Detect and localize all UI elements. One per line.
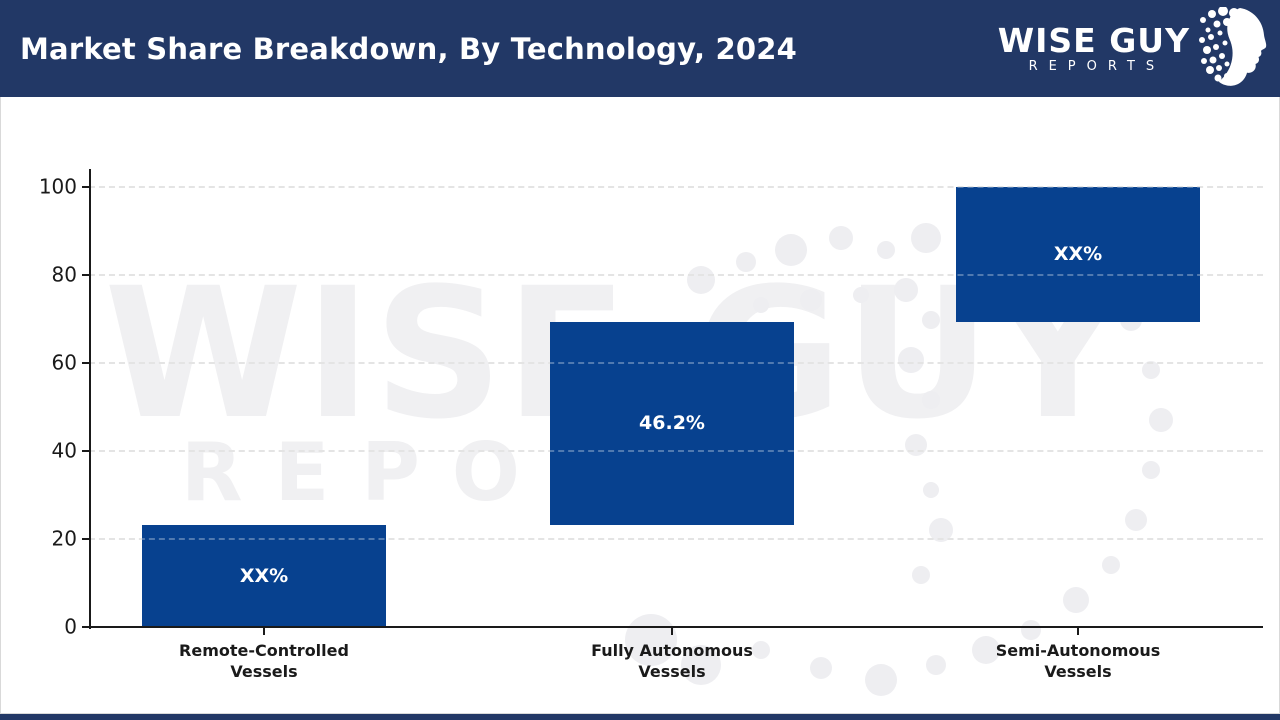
y-tick-label: 0 [64, 614, 77, 639]
logo-text: WISE GUY REPORTS [998, 24, 1190, 74]
logo-subtitle: REPORTS [1028, 58, 1166, 74]
footer-bar [0, 714, 1280, 720]
gridline [89, 538, 1263, 540]
x-axis-line [89, 626, 1263, 628]
gridline-overlay [89, 186, 1263, 188]
y-tick-label: 20 [51, 526, 77, 551]
gridline [89, 274, 1263, 276]
y-tick-label: 60 [51, 350, 77, 375]
bar [956, 187, 1200, 322]
x-category-label: Remote-Controlled Vessels [179, 641, 349, 681]
chart-canvas: WISE GUY REPORTS [0, 97, 1280, 714]
x-category-label: Fully Autonomous Vessels [591, 641, 753, 681]
logo-name: WISE GUY [997, 21, 1190, 61]
y-tick-label: 100 [38, 174, 77, 199]
gridline-overlay [89, 538, 1263, 540]
gridline-overlay [89, 362, 1263, 364]
y-tick-mark [82, 450, 89, 452]
bar-value-label: XX% [1053, 243, 1103, 266]
y-tick-mark [82, 362, 89, 364]
y-tick-mark [82, 274, 89, 276]
bar-value-label: 46.2% [639, 412, 705, 435]
x-tick-mark [671, 628, 673, 635]
y-tick-label: 80 [51, 262, 77, 287]
bar [142, 524, 386, 627]
plot-region: XX% 46.2% XX% 0 20 40 60 80 100 Remote-Controlled… [1, 97, 1280, 714]
y-tick-label: 40 [51, 438, 77, 463]
gridline-overlay [89, 274, 1263, 276]
face-profile-dots-icon [1199, 7, 1267, 86]
x-category-label: Semi-Autonomous Vessels [995, 641, 1161, 681]
bar-value-label: XX% [239, 564, 289, 587]
page-title: Market Share Breakdown, By Technology, 2… [20, 31, 798, 66]
gridline [89, 186, 1263, 188]
y-tick-mark [82, 186, 89, 188]
x-tick-mark [1077, 628, 1079, 635]
header-band: Market Share Breakdown, By Technology, 2… [0, 0, 1280, 97]
x-tick-mark [263, 628, 265, 635]
y-tick-mark [82, 626, 89, 628]
bar [550, 321, 794, 525]
logo: WISE GUY REPORTS [998, 6, 1268, 92]
gridline-overlay [89, 450, 1263, 452]
y-tick-mark [82, 538, 89, 540]
y-axis-line [89, 169, 91, 629]
